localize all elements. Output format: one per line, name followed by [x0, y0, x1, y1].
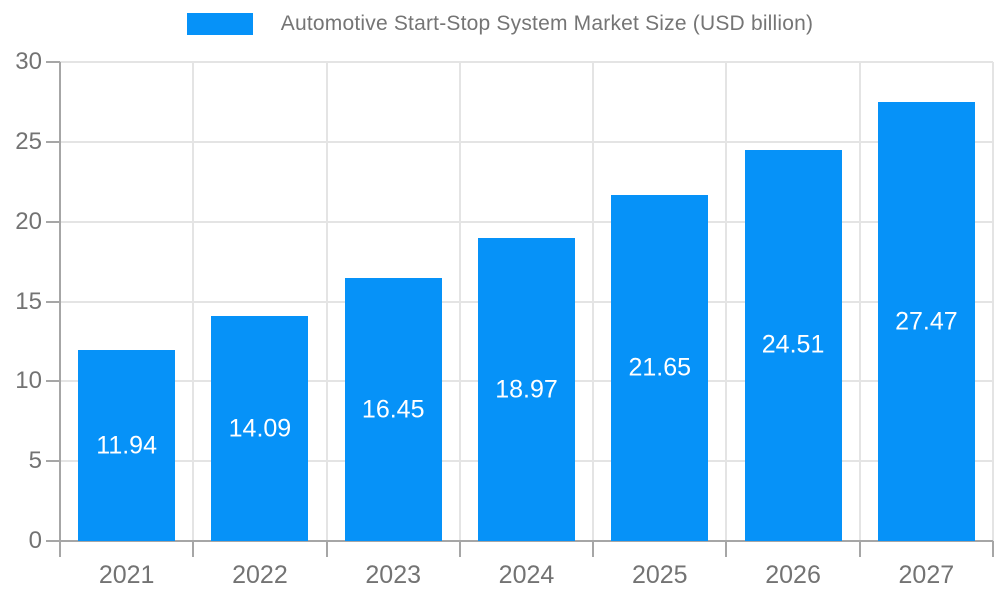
bar-2027[interactable]: 27.47: [877, 102, 975, 541]
x-axis-label-2026: 2026: [765, 561, 821, 589]
x-tick: [725, 541, 728, 557]
legend-label: Automotive Start-Stop System Market Size…: [280, 12, 814, 35]
x-tick: [592, 541, 595, 557]
bar-value-2021: 11.94: [96, 431, 157, 460]
gridline-v: [325, 62, 328, 541]
bar-value-2023: 16.45: [361, 395, 425, 424]
bar-value-2027: 27.47: [895, 307, 958, 336]
gridline-v: [992, 62, 994, 541]
y-tick: [46, 300, 60, 303]
bar-2023[interactable]: 16.45: [344, 278, 442, 541]
bar-2024[interactable]: 18.97: [478, 238, 575, 541]
bar-value-2025: 21.65: [628, 353, 692, 382]
bar-value-2024: 18.97: [495, 375, 558, 404]
gridline-v: [725, 62, 728, 541]
x-axis-label-2022: 2022: [232, 561, 288, 589]
x-tick: [992, 541, 994, 557]
y-axis-line: [59, 62, 61, 541]
gridline-h-30: [60, 61, 993, 63]
bar-value-2022: 14.09: [228, 414, 292, 443]
y-tick: [46, 540, 60, 542]
bar-2025[interactable]: 21.65: [611, 195, 709, 541]
x-tick: [192, 541, 195, 557]
y-axis-label-5: 5: [28, 447, 42, 475]
x-axis-line: [60, 540, 993, 542]
gridline-v: [458, 62, 461, 541]
y-tick: [46, 220, 60, 223]
y-axis-label-15: 15: [15, 287, 42, 315]
y-tick: [46, 460, 60, 463]
bar-2021[interactable]: 11.94: [78, 350, 176, 541]
y-axis-label-10: 10: [15, 367, 42, 395]
bar-value-2026: 24.51: [761, 330, 825, 359]
gridline-h-20: [60, 220, 993, 223]
x-tick: [59, 541, 61, 557]
x-tick: [325, 541, 328, 557]
gridline-v: [858, 62, 861, 541]
y-tick: [46, 140, 60, 143]
x-axis-label-2027: 2027: [898, 561, 955, 589]
x-tick: [858, 541, 861, 557]
legend-swatch-icon: [186, 13, 253, 35]
x-axis-label-2025: 2025: [631, 561, 688, 589]
bar-2026[interactable]: 24.51: [744, 149, 842, 541]
x-axis-label-2021: 2021: [98, 561, 155, 589]
y-axis-label-0: 0: [28, 527, 42, 554]
y-tick: [46, 61, 60, 63]
gridline-v: [592, 62, 595, 541]
bar-2022[interactable]: 14.09: [211, 316, 309, 541]
chart-legend[interactable]: Automotive Start-Stop System Market Size…: [0, 12, 1000, 36]
y-axis-label-25: 25: [15, 127, 42, 155]
y-axis-label-30: 30: [15, 48, 42, 75]
y-axis-label-20: 20: [15, 207, 42, 235]
y-tick: [46, 380, 60, 383]
x-tick: [458, 541, 461, 557]
x-axis-label-2024: 2024: [498, 561, 555, 589]
x-axis-label-2023: 2023: [365, 561, 422, 589]
plot-area: 11.94 14.09 16.45 18.97 21.65 24.51 27.47: [59, 61, 994, 542]
gridline-h-25: [60, 140, 993, 143]
gridline-v: [192, 62, 195, 541]
